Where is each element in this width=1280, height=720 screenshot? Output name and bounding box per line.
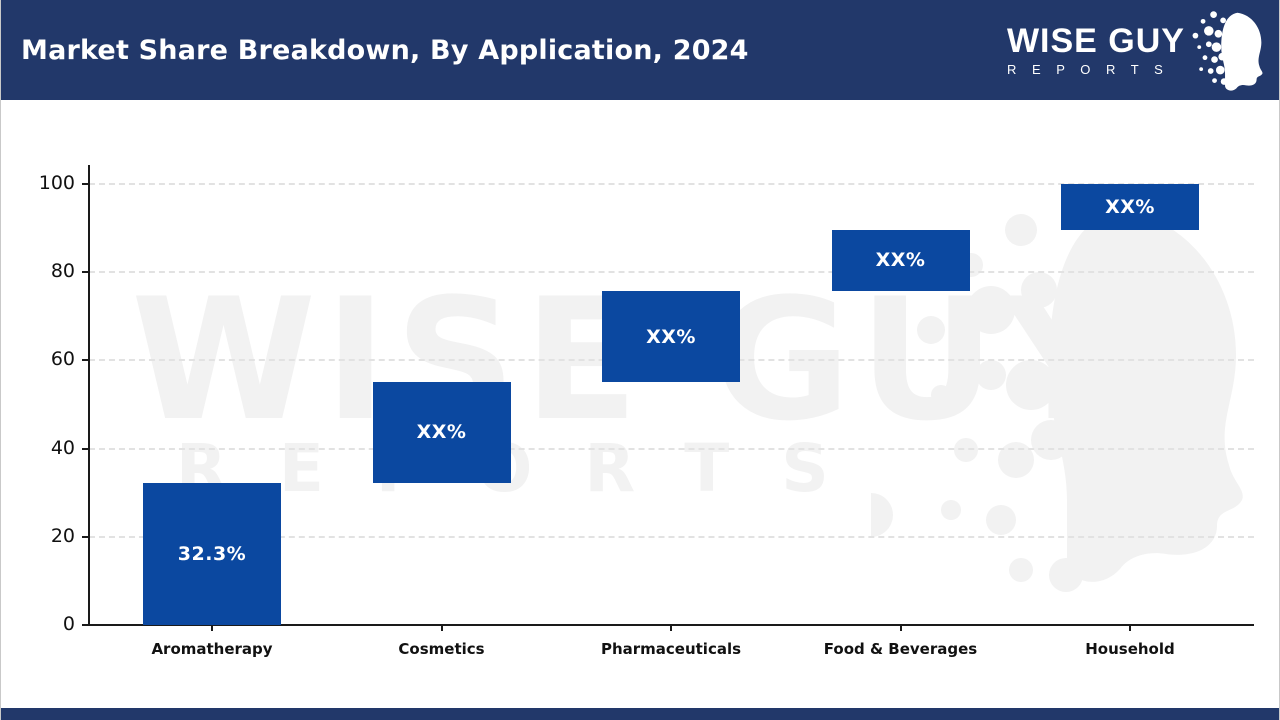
x-tick-2 <box>670 625 672 631</box>
footer-bar <box>1 708 1279 720</box>
bar-cosmetics: XX% <box>372 382 511 483</box>
y-tick-label-0: 0 <box>62 613 75 635</box>
bar-value-label: XX% <box>646 325 696 348</box>
y-tick-100 <box>82 183 89 185</box>
bar-pharmaceuticals: XX% <box>602 290 740 383</box>
bar-value-label: XX% <box>416 421 467 444</box>
x-tick-4 <box>1129 625 1131 631</box>
dotted-face-logo-icon <box>1192 11 1263 91</box>
gridline-40 <box>89 447 1254 450</box>
bar-household: XX% <box>1061 184 1199 230</box>
brand-logo-text: WISE GUY R E P O R T S <box>1007 24 1185 77</box>
bar-value-label: 32.3% <box>177 542 247 565</box>
gridline-100 <box>89 183 1254 185</box>
bar-food-beverages: XX% <box>831 229 970 291</box>
y-tick-40 <box>82 447 89 450</box>
x-tick-label-3: Food & Beverages <box>823 640 978 658</box>
y-tick-label-20: 20 <box>50 524 75 547</box>
bar-aromatherapy: 32.3% <box>143 482 281 625</box>
x-tick-1 <box>440 625 443 631</box>
bar-value-label: XX% <box>875 249 926 272</box>
y-tick-label-80: 80 <box>50 260 75 283</box>
y-tick-0 <box>82 624 89 626</box>
header-bar: Market Share Breakdown, By Application, … <box>1 0 1279 100</box>
brand-logo: WISE GUY R E P O R T S <box>1007 7 1279 93</box>
brand-name: WISE GUY <box>1006 21 1185 60</box>
y-tick-label-100: 100 <box>38 172 75 194</box>
y-tick-80 <box>82 271 89 274</box>
x-tick-label-2: Pharmaceuticals <box>600 640 742 658</box>
gridline-20 <box>89 535 1254 538</box>
x-tick-3 <box>899 625 902 631</box>
bar-value-label: XX% <box>1105 195 1155 218</box>
watermark-face-icon <box>871 210 1243 592</box>
gridline-80 <box>89 271 1254 274</box>
brand-subtitle: R E P O R T S <box>1006 61 1169 77</box>
page-title: Market Share Breakdown, By Application, … <box>21 34 749 66</box>
x-tick-label-4: Household <box>1085 640 1175 658</box>
y-tick-label-40: 40 <box>50 436 75 459</box>
y-tick-20 <box>82 535 89 538</box>
x-tick-0 <box>211 625 213 631</box>
x-tick-label-0: Aromatherapy <box>151 640 273 658</box>
y-axis-line <box>88 165 90 626</box>
y-tick-60 <box>82 359 89 362</box>
y-tick-label-60: 60 <box>50 348 75 371</box>
x-tick-label-1: Cosmetics <box>398 640 485 658</box>
